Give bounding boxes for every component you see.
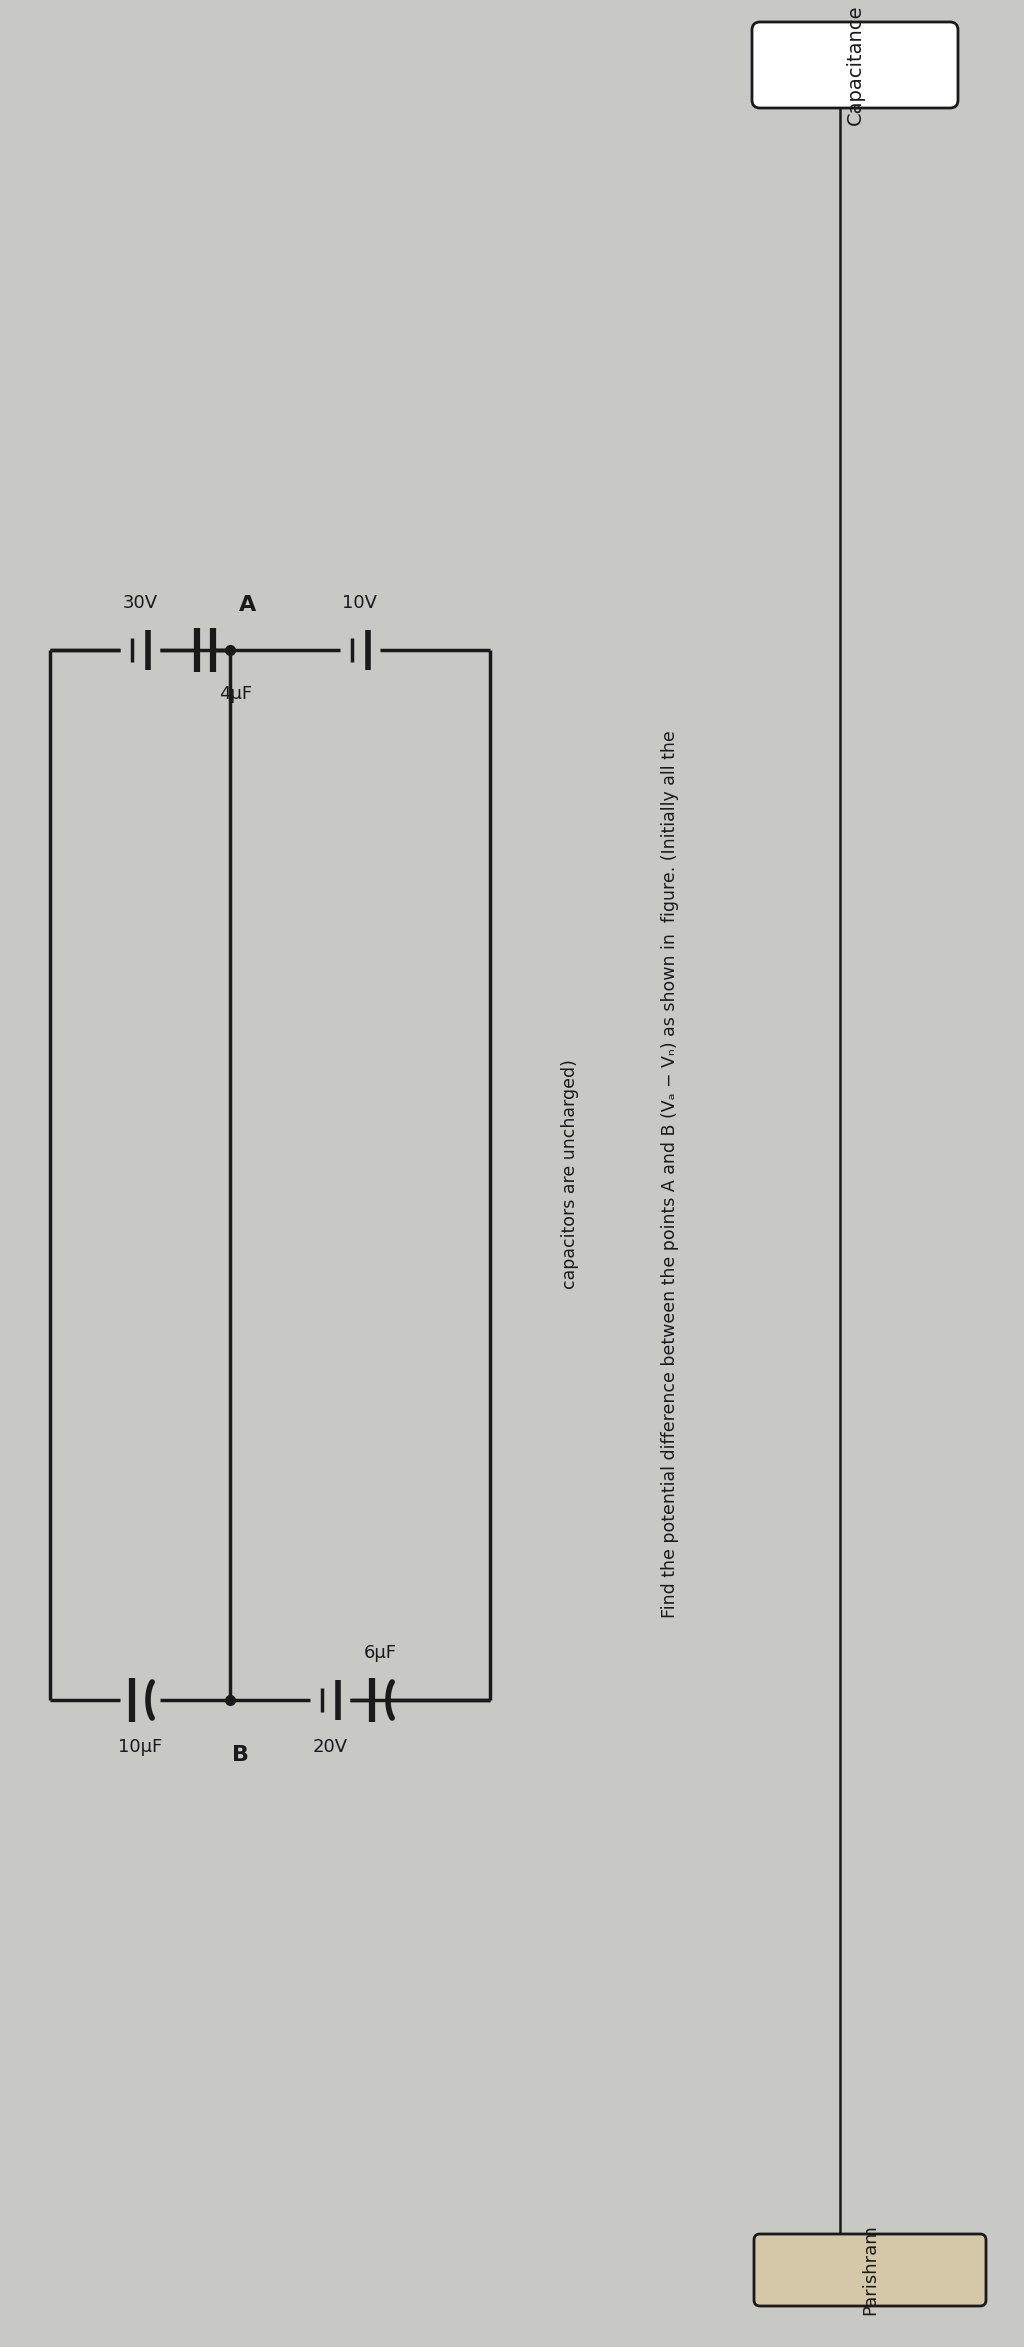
Text: Find the potential difference between the points A and B (Vₐ − Vₙ) as shown in  : Find the potential difference between th… [662,730,679,1617]
FancyBboxPatch shape [754,2234,986,2307]
Text: 10μF: 10μF [118,1739,162,1756]
Text: 6μF: 6μF [364,1643,396,1662]
Text: Parishram: Parishram [861,2225,879,2316]
Text: 20V: 20V [312,1739,347,1756]
Text: B: B [231,1746,249,1765]
FancyBboxPatch shape [752,21,958,108]
Text: Capacitance: Capacitance [846,5,864,124]
Text: capacitors are uncharged): capacitors are uncharged) [561,1058,579,1289]
Text: 30V: 30V [123,594,158,613]
Text: 4μF: 4μF [219,685,252,704]
Text: 10V: 10V [342,594,378,613]
Text: A: A [240,596,257,615]
